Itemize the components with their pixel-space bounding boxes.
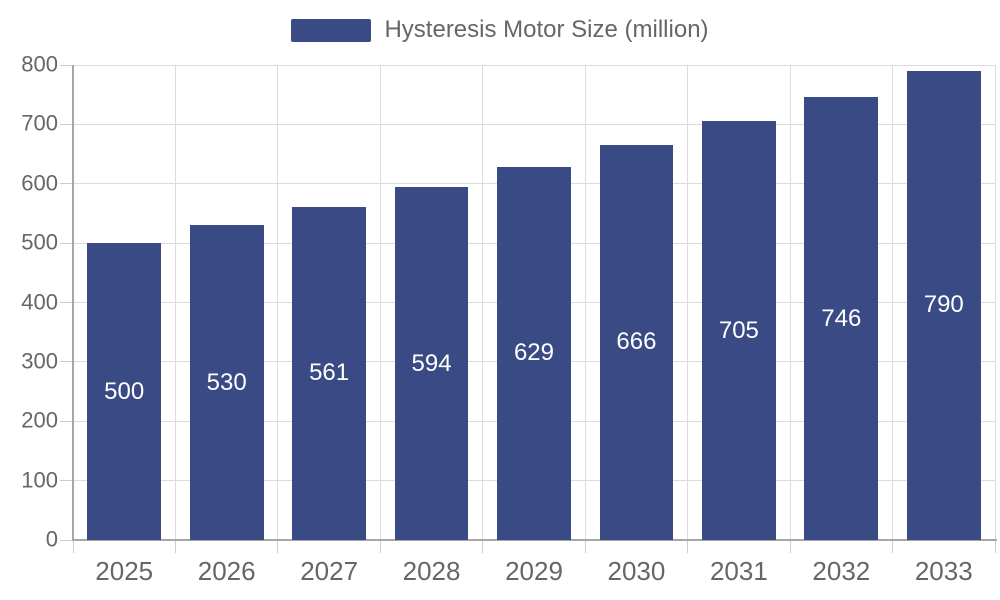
bar-2031: 705 — [702, 121, 776, 540]
x-axis-tick — [72, 540, 74, 553]
gridline-vertical — [789, 65, 791, 540]
bar-2029: 629 — [497, 166, 571, 540]
y-tick-label: 800 — [21, 51, 58, 77]
y-axis-tick — [60, 539, 73, 541]
x-tick-label-2025: 2025 — [95, 556, 154, 586]
gridline-horizontal — [73, 64, 995, 66]
x-tick-label-2027: 2027 — [300, 556, 359, 586]
x-tick-label-2033: 2033 — [914, 556, 973, 586]
y-axis-tick — [60, 183, 73, 185]
x-tick-label-2028: 2028 — [402, 556, 461, 586]
bar-value-label: 746 — [821, 304, 862, 332]
gridline-horizontal — [73, 123, 995, 125]
y-tick-label: 600 — [21, 170, 58, 196]
bar-2033: 790 — [906, 70, 981, 540]
y-tick-label: 300 — [21, 348, 58, 374]
gridline-vertical — [379, 65, 381, 540]
bar-2027: 561 — [292, 206, 366, 540]
bar-value-label: 561 — [309, 359, 350, 387]
bar-value-label: 705 — [718, 316, 759, 344]
x-axis-tick — [174, 540, 176, 553]
gridline-vertical — [994, 65, 996, 540]
x-tick-label-2031: 2031 — [709, 556, 768, 586]
y-axis-tick — [60, 361, 73, 363]
bar-value-label: 666 — [616, 328, 657, 356]
y-axis-tick — [60, 242, 73, 244]
x-axis-tick — [789, 540, 791, 553]
legend[interactable]: Hysteresis Motor Size (million) — [0, 12, 1000, 48]
bar-2025: 500 — [87, 243, 162, 540]
bar-2032: 746 — [804, 97, 879, 540]
bar-value-label: 594 — [411, 349, 452, 377]
y-axis-tick — [60, 480, 73, 482]
bar-2026: 530 — [189, 225, 264, 540]
gridline-vertical — [174, 65, 176, 540]
y-axis-tick — [60, 420, 73, 422]
x-axis-tick — [892, 540, 894, 553]
legend-label: Hysteresis Motor Size (million) — [384, 16, 709, 43]
bar-value-label: 500 — [104, 377, 145, 405]
y-tick-label: 500 — [21, 229, 58, 255]
bar-2030: 666 — [599, 144, 674, 540]
gridline-vertical — [584, 65, 586, 540]
y-axis-tick — [60, 302, 73, 303]
y-tick-label: 200 — [21, 407, 58, 433]
x-tick-label-2030: 2030 — [607, 556, 666, 586]
x-axis-tick — [687, 540, 689, 553]
x-tick-label-2029: 2029 — [505, 556, 563, 586]
y-axis-line — [72, 65, 74, 541]
x-axis-tick — [994, 540, 996, 553]
legend-swatch — [291, 18, 372, 42]
x-tick-label-2026: 2026 — [197, 556, 256, 586]
bar-value-label: 629 — [513, 339, 554, 367]
y-axis-tick — [60, 123, 73, 125]
x-tick-label-2032: 2032 — [812, 556, 871, 586]
bar-value-label: 790 — [923, 291, 964, 319]
x-axis-tick — [379, 540, 381, 553]
x-axis-line — [72, 539, 997, 541]
y-tick-label: 0 — [45, 526, 58, 552]
gridline-vertical — [892, 65, 894, 540]
y-axis-tick — [60, 64, 73, 66]
gridline-vertical — [687, 65, 689, 540]
x-axis-tick — [584, 540, 586, 553]
bar-value-label: 530 — [206, 368, 247, 396]
y-tick-label: 700 — [21, 110, 58, 136]
gridline-vertical — [277, 65, 279, 540]
x-axis-tick — [482, 540, 484, 553]
bar-2028: 594 — [394, 187, 469, 540]
x-axis-tick — [277, 540, 279, 553]
gridline-vertical — [482, 65, 484, 540]
y-tick-label: 400 — [21, 289, 58, 315]
y-tick-label: 100 — [21, 467, 58, 493]
plot-area: 0 100 200 300 400 500 600 700 800 500 2025 530 2026 5… — [21, 53, 997, 584]
